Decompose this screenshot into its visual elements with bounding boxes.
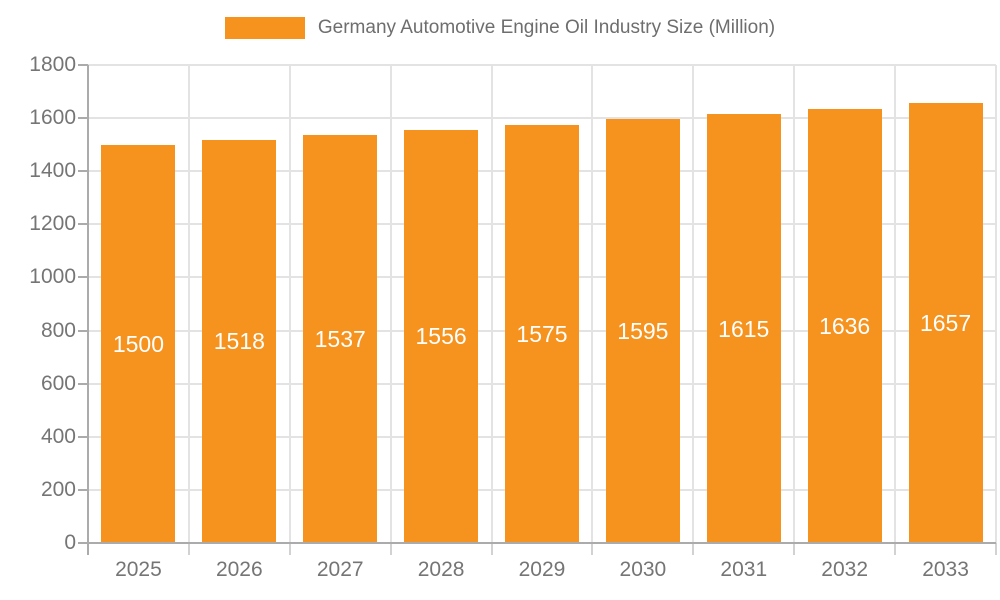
x-axis-category-label: 2027 [316, 558, 364, 581]
y-axis-tick-label: 200 [40, 477, 76, 501]
bar-value-label: 1657 [919, 309, 972, 336]
y-axis-tick [78, 329, 88, 332]
x-axis-category-label: 2031 [720, 558, 768, 581]
y-axis-tick [78, 117, 88, 120]
x-axis-category-label: 2029 [518, 558, 566, 581]
y-gridline [88, 117, 996, 120]
legend-swatch [224, 17, 305, 39]
x-gridline [187, 65, 190, 543]
bar-value-label: 1575 [516, 320, 568, 347]
bar[interactable] [101, 144, 176, 543]
bar[interactable] [908, 102, 983, 543]
x-axis-tick [187, 543, 190, 555]
y-axis-tick [78, 223, 88, 226]
x-axis-line [88, 542, 996, 544]
y-axis-tick-label: 1000 [29, 265, 76, 289]
y-axis-tick-label: 1800 [29, 53, 76, 76]
x-axis-category-label: 2032 [821, 558, 869, 581]
legend-label: Germany Automotive Engine Oil Industry S… [317, 17, 776, 38]
bar-value-label: 1500 [112, 330, 165, 357]
bar[interactable] [202, 139, 277, 543]
x-gridline [995, 65, 997, 543]
x-axis-category-label: 2026 [215, 558, 263, 581]
y-axis-tick-label: 0 [64, 531, 76, 554]
x-gridline [692, 65, 695, 543]
x-gridline [288, 65, 291, 543]
y-axis-tick-label: 1400 [29, 159, 76, 183]
bar-value-label: 1537 [314, 325, 366, 352]
x-axis-category-label: 2033 [922, 558, 969, 581]
y-axis-tick-label: 800 [40, 318, 76, 342]
x-axis-tick [793, 543, 796, 555]
y-axis-line [87, 65, 89, 555]
x-gridline [591, 65, 594, 543]
y-axis-tick [78, 435, 88, 438]
bar[interactable] [605, 119, 680, 543]
y-axis-tick [78, 382, 88, 385]
x-axis-tick [995, 543, 997, 555]
y-axis-tick [78, 542, 88, 544]
x-axis-tick [490, 543, 493, 555]
bar[interactable] [807, 108, 882, 543]
bar-value-label: 1636 [819, 312, 871, 339]
x-axis-tick [288, 543, 291, 555]
x-gridline [894, 65, 897, 543]
x-axis-category-label: 2025 [115, 558, 162, 581]
x-axis-tick [894, 543, 897, 555]
bar[interactable] [505, 124, 579, 543]
bar[interactable] [706, 114, 781, 543]
y-axis-tick [78, 276, 88, 279]
bar-value-label: 1615 [718, 315, 770, 342]
y-axis-tick-label: 1600 [29, 106, 76, 130]
x-axis-tick [692, 543, 695, 555]
bar-value-label: 1556 [415, 323, 467, 350]
x-gridline [490, 65, 493, 543]
y-axis-tick [78, 170, 88, 173]
y-axis-tick-label: 400 [40, 424, 76, 448]
bar-value-label: 1518 [213, 328, 265, 355]
x-gridline [389, 65, 392, 543]
bar-value-label: 1595 [617, 318, 669, 345]
x-gridline [793, 65, 796, 543]
legend-item[interactable]: Germany Automotive Engine Oil Industry S… [0, 16, 1000, 40]
y-axis-tick [78, 64, 88, 66]
bar[interactable] [404, 129, 479, 543]
x-axis-tick [591, 543, 594, 555]
x-axis-category-label: 2028 [417, 558, 465, 581]
y-axis-tick [78, 488, 88, 491]
y-axis-tick-label: 1200 [29, 212, 76, 236]
bar[interactable] [303, 134, 378, 543]
x-axis-tick [389, 543, 392, 555]
y-axis-tick-label: 600 [40, 371, 76, 395]
y-gridline [88, 64, 996, 66]
x-axis-category-label: 2030 [619, 558, 667, 581]
